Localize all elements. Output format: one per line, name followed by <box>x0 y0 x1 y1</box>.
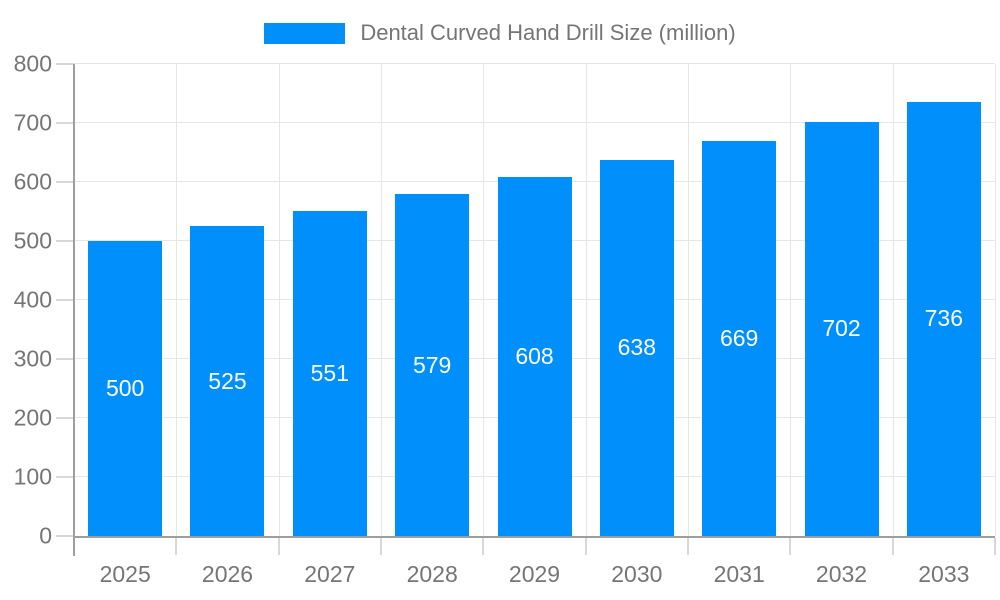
bar-value-label: 579 <box>412 351 452 378</box>
bar[interactable]: 736 <box>906 101 981 536</box>
y-axis-tick-label: 100 <box>13 463 52 490</box>
y-axis-tick-label: 0 <box>39 522 52 549</box>
bar[interactable]: 608 <box>497 177 572 536</box>
gridline-vertical <box>585 64 587 536</box>
y-axis-tick-label: 600 <box>13 168 52 195</box>
bar-value-label: 669 <box>719 325 759 352</box>
plot-area: 500 525 551 579 608 638 669 702 736 <box>74 63 996 536</box>
gridline-vertical <box>687 64 689 536</box>
y-axis-tick-mark <box>56 63 74 65</box>
y-axis-ticks <box>56 63 74 537</box>
y-axis-tick-label: 700 <box>13 109 52 136</box>
bar[interactable]: 525 <box>190 226 265 536</box>
bar-value-label: 525 <box>208 367 247 394</box>
y-axis-labels: 0 100 200 300 400 500 600 700 800 <box>0 52 54 547</box>
gridline-vertical <box>278 64 280 536</box>
x-axis-tick-label: 2031 <box>713 561 765 587</box>
x-axis-tick-mark <box>686 538 689 555</box>
legend: Dental Curved Hand Drill Size (million) <box>0 20 1000 46</box>
y-axis-tick-label: 200 <box>13 404 52 431</box>
x-axis-tick-label: 2027 <box>304 561 356 587</box>
bar[interactable]: 551 <box>292 210 367 536</box>
bar-value-label: 638 <box>617 334 657 361</box>
gridline-horizontal <box>74 63 995 64</box>
x-axis-tick-mark <box>175 538 178 555</box>
y-axis-tick-label: 800 <box>13 50 52 77</box>
y-axis-tick-mark <box>56 535 74 537</box>
x-axis-tick-mark <box>277 538 280 555</box>
x-axis-tick-mark <box>789 538 792 555</box>
legend-swatch <box>264 22 346 44</box>
bar[interactable]: 669 <box>702 141 777 536</box>
y-axis-line <box>73 64 75 556</box>
y-axis-tick-mark <box>56 299 74 301</box>
y-axis-tick-mark <box>56 122 74 124</box>
x-axis-tick-label: 2026 <box>201 561 254 587</box>
y-axis-tick-mark <box>56 417 74 419</box>
x-axis-tick-label: 2028 <box>406 561 458 587</box>
x-axis-tick-mark <box>379 538 382 555</box>
x-axis-labels: 2025 2026 2027 2028 2029 2030 2031 2032 2033 <box>74 559 995 589</box>
x-axis-line <box>74 536 995 538</box>
y-axis-tick-mark <box>56 358 74 360</box>
gridline-vertical <box>176 64 178 536</box>
y-axis-tick-mark <box>56 240 74 242</box>
gridline-vertical <box>483 64 485 536</box>
bar[interactable]: 500 <box>88 241 163 536</box>
bar-value-label: 500 <box>105 375 145 401</box>
y-axis-tick-mark <box>56 476 74 478</box>
x-axis-tick-label: 2029 <box>508 561 561 587</box>
x-axis-tick-label: 2025 <box>99 561 151 587</box>
x-axis-tick-mark <box>482 538 485 555</box>
bar[interactable]: 638 <box>599 159 674 536</box>
legend-label: Dental Curved Hand Drill Size (million) <box>360 20 736 45</box>
x-axis-tick-mark <box>584 538 587 555</box>
x-axis-tick-label: 2030 <box>611 561 663 587</box>
bar-value-label: 551 <box>310 359 350 386</box>
x-axis-tick-mark <box>994 538 996 555</box>
y-axis-tick-label: 400 <box>13 286 52 313</box>
x-axis-ticks <box>74 538 996 555</box>
x-axis-tick-label: 2033 <box>918 561 970 587</box>
y-axis-tick-label: 300 <box>13 345 52 372</box>
x-axis-tick-label: 2032 <box>815 561 868 587</box>
gridline-horizontal <box>74 122 995 123</box>
bar[interactable]: 702 <box>804 121 879 536</box>
bar-value-label: 608 <box>515 343 554 370</box>
bar-value-label: 736 <box>924 305 964 332</box>
gridline-vertical <box>380 64 382 536</box>
gridline-vertical <box>790 64 792 536</box>
gridline-vertical <box>995 64 996 536</box>
y-axis-tick-label: 500 <box>13 227 52 254</box>
legend-item[interactable]: Dental Curved Hand Drill Size (million) <box>264 20 736 46</box>
bar-value-label: 702 <box>822 315 861 342</box>
bar[interactable]: 579 <box>395 194 470 536</box>
gridline-vertical <box>892 64 894 536</box>
x-axis-tick-mark <box>891 538 894 555</box>
y-axis-tick-mark <box>56 181 74 183</box>
